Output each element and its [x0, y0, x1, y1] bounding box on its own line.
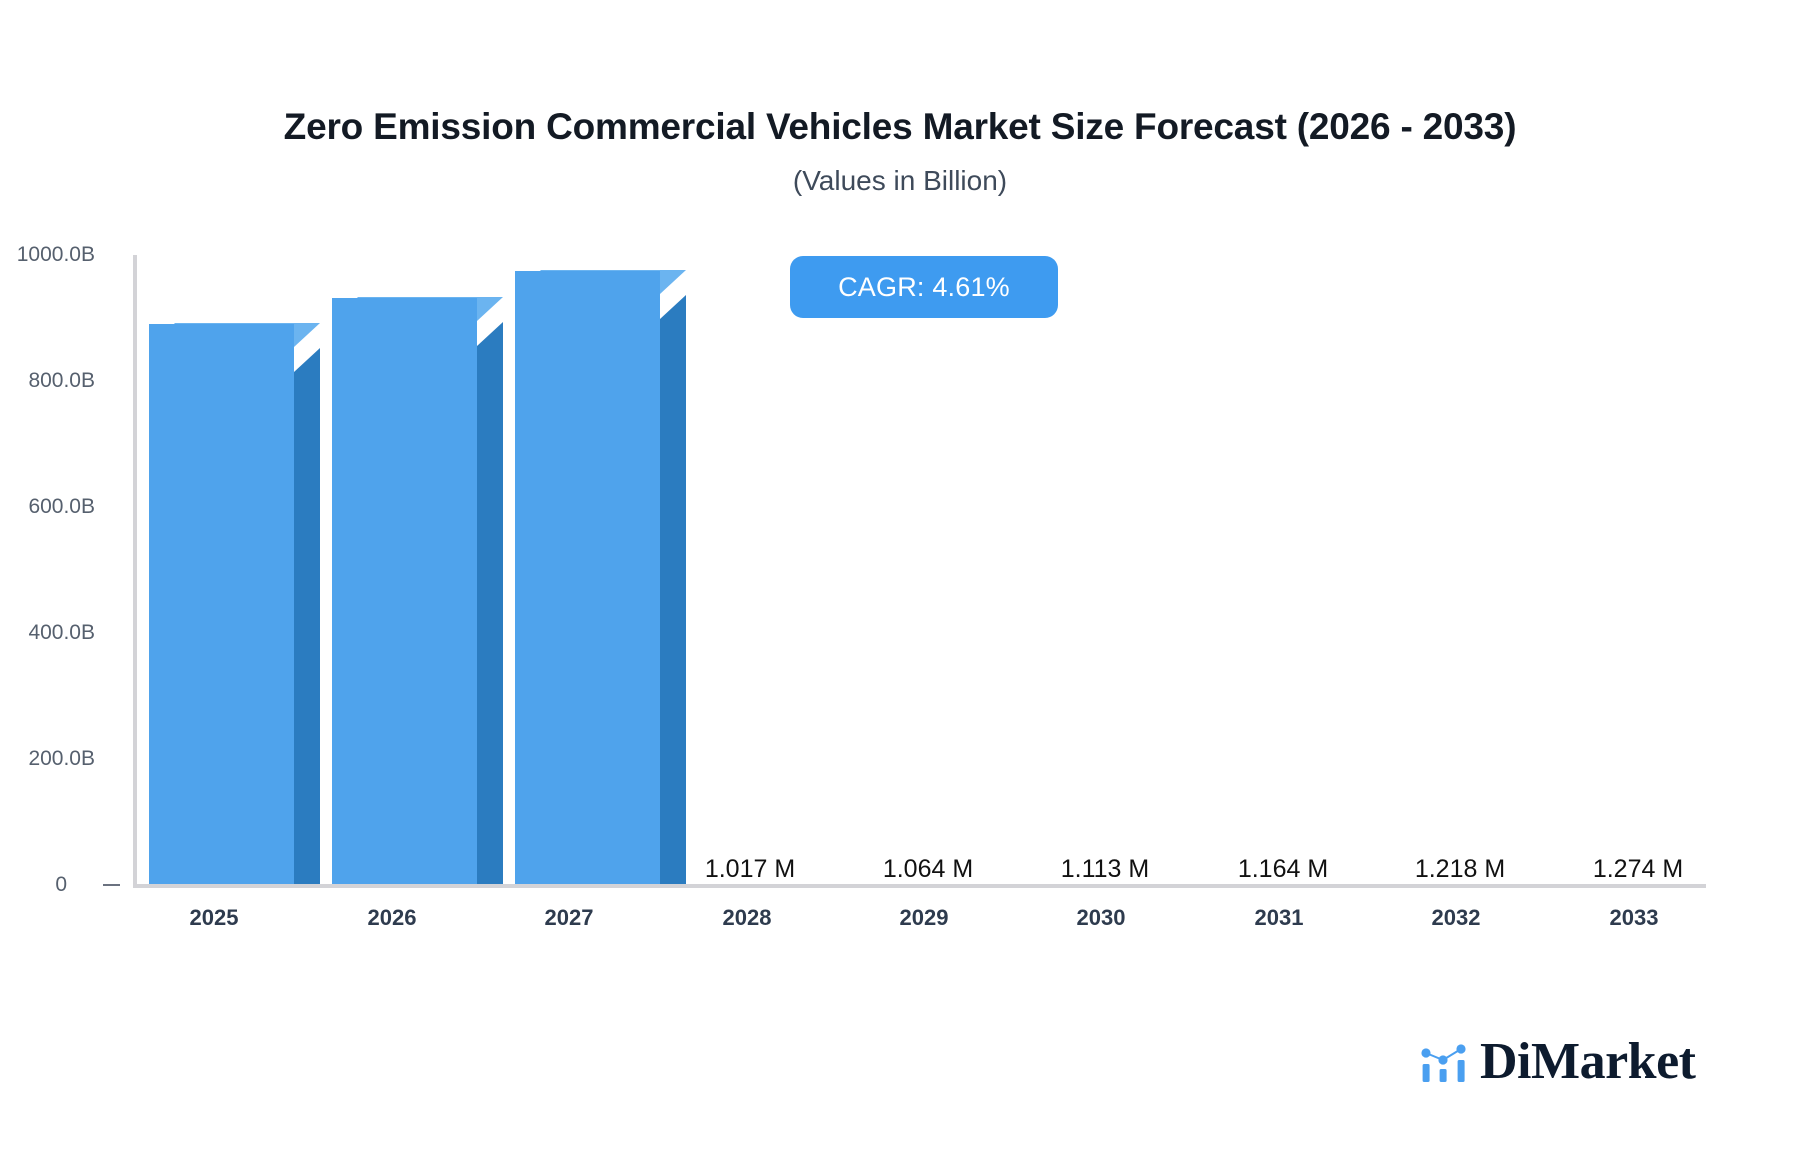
logo-wordmark: DiMarket [1480, 1033, 1696, 1090]
x-tick-2027: 2027 [544, 905, 594, 930]
cagr-badge: CAGR: 4.61% [790, 256, 1058, 318]
y-tick-label: 200.0B [28, 747, 95, 770]
dimarket-logo: DiMarket [1418, 1033, 1696, 1090]
y-axis-zero-tick [103, 884, 120, 886]
bar-side-face [477, 322, 503, 884]
y-tick-label: 400.0B [28, 621, 95, 644]
bar-2027 [515, 270, 686, 884]
x-tick-2032: 2032 [1431, 905, 1481, 930]
bar-2025 [149, 323, 320, 884]
bar-value-2030: 1.113 M [1060, 855, 1150, 883]
y-axis-line [133, 255, 137, 886]
bar-value-2029: 1.064 M [882, 855, 974, 883]
bar-front-face [515, 271, 660, 884]
chart-subtitle: (Values in Billion) [792, 165, 1008, 196]
bar-side-face [660, 295, 686, 884]
y-tick-label: 800.0B [28, 369, 95, 392]
x-tick-2028: 2028 [722, 905, 772, 930]
bar-value-2028: 1.017 M [704, 855, 796, 883]
x-tick-2029: 2029 [899, 905, 949, 930]
chart-title: Zero Emission Commercial Vehicles Market… [283, 106, 1517, 147]
y-tick-label: 1000.0B [16, 243, 95, 266]
bar-side-face [294, 348, 320, 884]
x-tick-2026: 2026 [367, 905, 417, 930]
bar-front-face [332, 298, 477, 884]
bar-value-2033: 1.274 M [1592, 855, 1684, 883]
x-tick-2025: 2025 [189, 905, 239, 930]
x-tick-2030: 2030 [1076, 905, 1126, 930]
bar-chart-line-icon [1421, 1044, 1466, 1082]
bar-2026 [332, 297, 503, 884]
y-tick-label: 600.0B [28, 495, 95, 518]
bar-front-face [149, 324, 294, 884]
y-tick-label-zero: 0 [55, 873, 67, 896]
bar-value-2032: 1.218 M [1414, 855, 1506, 883]
x-axis-line [133, 884, 1706, 888]
x-tick-2033: 2033 [1609, 905, 1659, 930]
x-tick-2031: 2031 [1254, 905, 1304, 930]
bar-value-2031: 1.164 M [1237, 855, 1329, 883]
